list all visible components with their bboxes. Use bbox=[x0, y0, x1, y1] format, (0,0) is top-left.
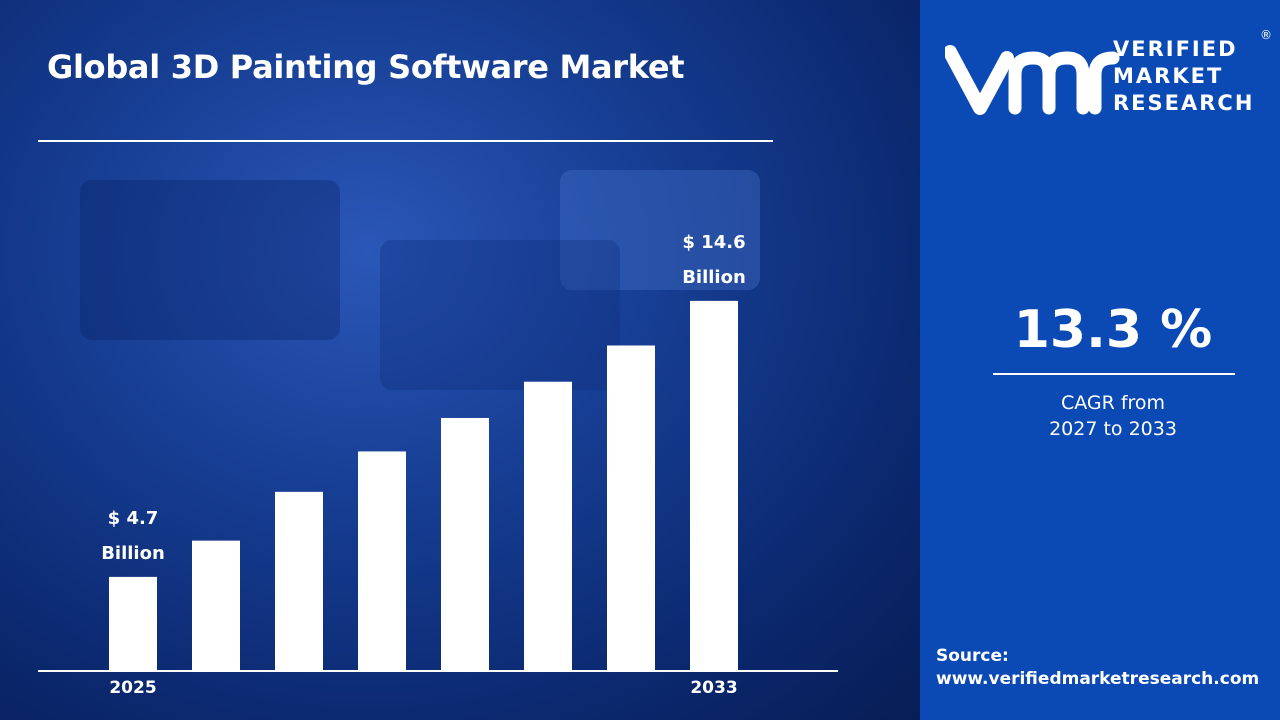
cagr-label: CAGR from 2027 to 2033 bbox=[993, 390, 1233, 442]
cagr-value: 13.3 % bbox=[1013, 300, 1213, 360]
source: Source: www.verifiedmarketresearch.com bbox=[936, 645, 1259, 691]
logo-line-verified: VERIFIED bbox=[1113, 37, 1238, 61]
x-tick-label: 2025 bbox=[109, 678, 156, 698]
source-url[interactable]: www.verifiedmarketresearch.com bbox=[936, 669, 1260, 689]
info-panel: VERIFIED MARKET RESEARCH ® 13.3 % CAGR f… bbox=[920, 0, 1280, 720]
cagr-label-line1: CAGR from bbox=[1060, 392, 1166, 414]
title-divider bbox=[38, 140, 773, 142]
registered-mark: ® bbox=[1260, 28, 1272, 42]
bar-3 bbox=[358, 451, 406, 670]
bar-chart: 2025 2033 $ 4.7 Billion $ 14.6 Billion bbox=[38, 232, 838, 698]
x-tick-label: 2033 bbox=[690, 678, 737, 698]
logo-text: VERIFIED MARKET RESEARCH bbox=[1113, 36, 1254, 117]
logo-line-market: MARKET bbox=[1113, 64, 1224, 88]
cagr-divider bbox=[993, 373, 1235, 375]
logo-line-research: RESEARCH bbox=[1113, 91, 1255, 115]
x-axis-line bbox=[38, 670, 838, 672]
chart-panel: Global 3D Painting Software Market 2025 2… bbox=[0, 0, 920, 720]
vmr-logo-icon bbox=[945, 45, 1120, 115]
cagr-label-line2: 2027 to 2033 bbox=[1049, 418, 1177, 440]
bar-4 bbox=[441, 417, 489, 670]
data-label-unit: Billion bbox=[682, 267, 746, 288]
bar-1 bbox=[192, 540, 240, 670]
bar-5 bbox=[524, 381, 572, 670]
data-label-value: $ 4.7 bbox=[108, 508, 159, 529]
data-label-unit: Billion bbox=[101, 543, 165, 564]
bar-0 bbox=[109, 576, 157, 670]
bar-6 bbox=[607, 345, 655, 670]
source-label: Source: bbox=[936, 646, 1009, 666]
bar-7 bbox=[690, 300, 738, 670]
bar-2 bbox=[275, 491, 323, 670]
page-title: Global 3D Painting Software Market bbox=[47, 48, 685, 86]
data-label-value: $ 14.6 bbox=[682, 232, 745, 253]
